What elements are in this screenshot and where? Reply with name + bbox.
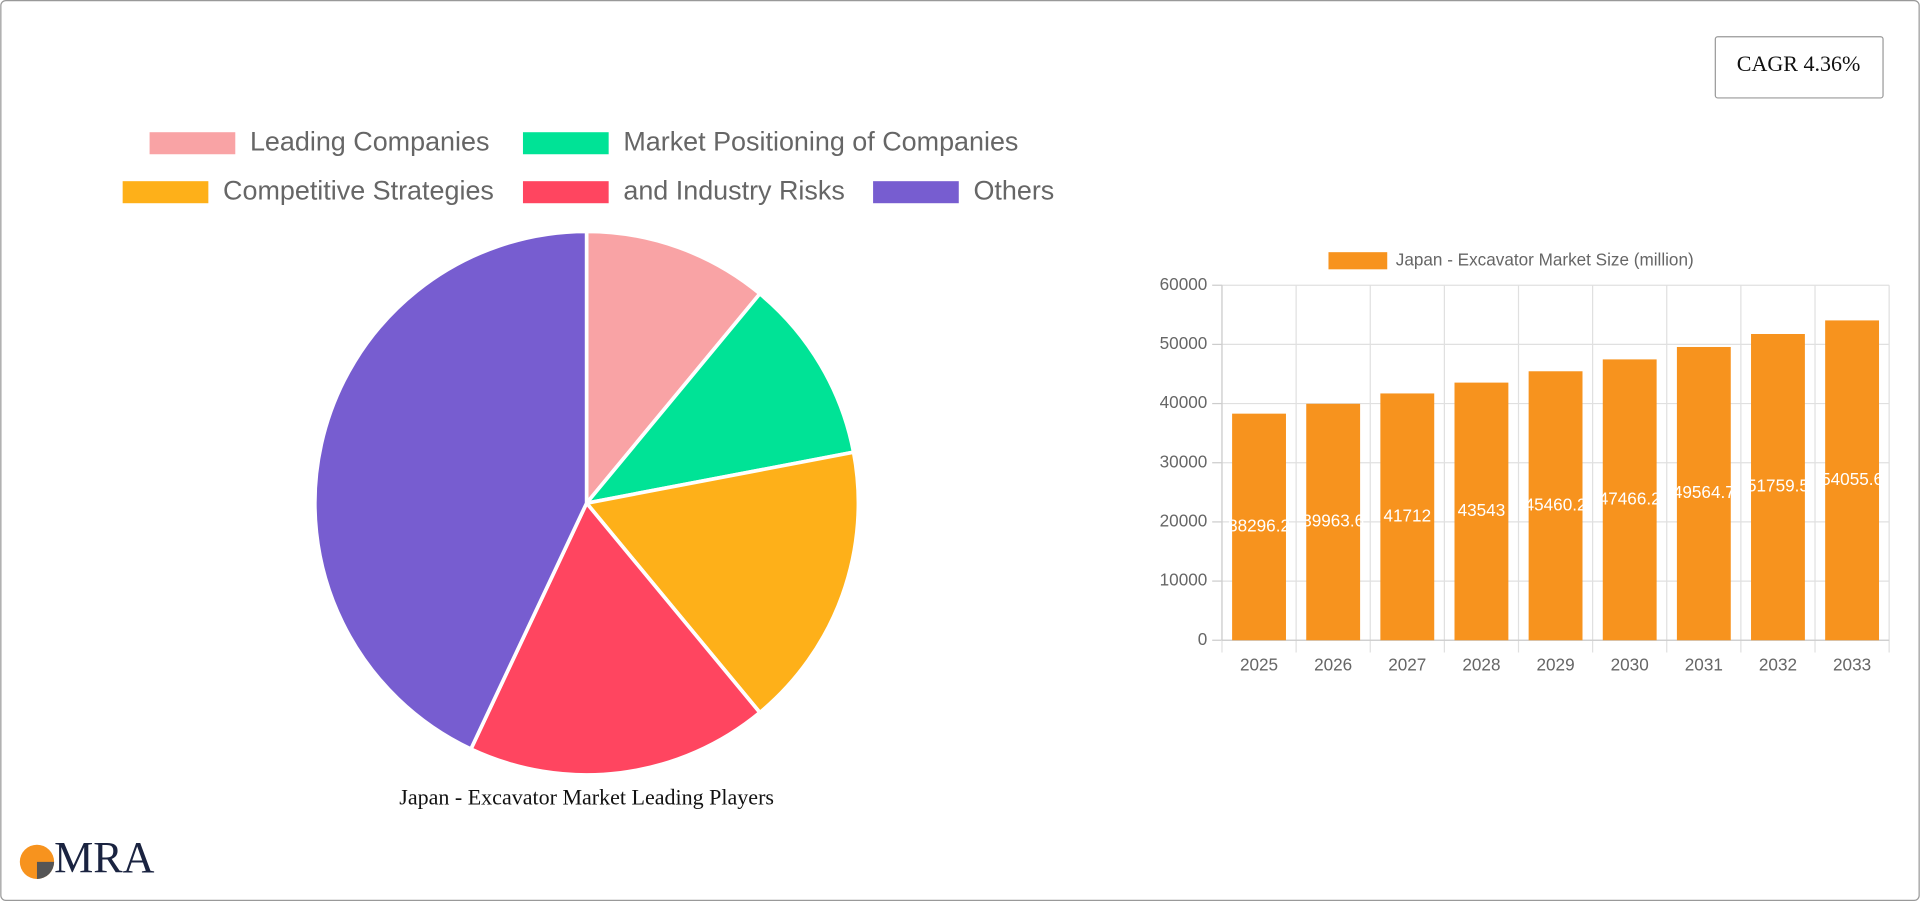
legend-swatch (149, 132, 236, 155)
bar (1528, 371, 1583, 641)
legend-swatch (1328, 252, 1388, 270)
y-tick-label: 50000 (1160, 333, 1208, 353)
data-label: 54055.6 (1821, 469, 1883, 489)
y-tick-label: 10000 (1160, 570, 1208, 590)
data-label: 39963.6 (1302, 511, 1364, 531)
y-tick-label: 30000 (1160, 451, 1208, 471)
bar (1380, 393, 1435, 641)
bar (1232, 413, 1286, 641)
legend-swatch (522, 132, 609, 155)
legend-swatch (122, 181, 209, 204)
bar (1751, 333, 1805, 641)
pie-slice (581, 291, 856, 506)
logo-text: MRA (54, 833, 155, 882)
legend-swatch (522, 181, 609, 204)
logo: MRA (19, 833, 155, 882)
y-tick-label: 40000 (1160, 392, 1208, 412)
pie-slice (313, 229, 589, 752)
y-tick-label: 60000 (1160, 274, 1208, 294)
data-label: 47466.2 (1599, 488, 1661, 508)
pie-slice (584, 229, 763, 509)
logo-mark (36, 861, 55, 879)
y-tick-label: 0 (1198, 629, 1208, 649)
legend-label: Others (973, 175, 1054, 205)
data-label: 38296.2 (1228, 515, 1290, 535)
pie-slice (583, 450, 861, 716)
data-label: 41712 (1383, 505, 1431, 525)
legend-label: Leading Companies (250, 126, 489, 156)
x-tick-label: 2033 (1833, 654, 1871, 674)
data-label: 43543 (1458, 500, 1506, 520)
bar (1602, 359, 1657, 641)
y-tick-label: 20000 (1160, 510, 1208, 530)
x-tick-label: 2029 (1537, 654, 1575, 674)
legend-label: and Industry Risks (623, 175, 844, 205)
x-tick-label: 2026 (1314, 654, 1352, 674)
data-label: 51759.5 (1747, 476, 1809, 496)
pie-slice (468, 499, 763, 777)
x-tick-label: 2025 (1240, 654, 1278, 674)
data-label: 49564.7 (1673, 482, 1735, 502)
x-tick-label: 2028 (1462, 654, 1500, 674)
legend-swatch (873, 181, 959, 204)
cagr-box (1714, 36, 1884, 99)
bar (1676, 346, 1731, 641)
data-label: 45460.2 (1525, 494, 1587, 514)
chart-title: Japan - Excavator Market Leading Players (399, 784, 774, 809)
x-tick-label: 2032 (1759, 654, 1797, 674)
legend-label: Competitive Strategies (223, 175, 494, 205)
bar (1825, 320, 1880, 641)
x-tick-label: 2031 (1685, 654, 1723, 674)
x-tick-label: 2030 (1611, 654, 1649, 674)
legend-label: Market Positioning of Companies (623, 126, 1018, 156)
bar (1454, 382, 1509, 641)
legend-label: Japan - Excavator Market Size (million) (1396, 249, 1694, 269)
bar (1306, 403, 1361, 641)
cagr: CAGR 4.36% (1737, 51, 1861, 76)
x-tick-label: 2027 (1388, 654, 1426, 674)
